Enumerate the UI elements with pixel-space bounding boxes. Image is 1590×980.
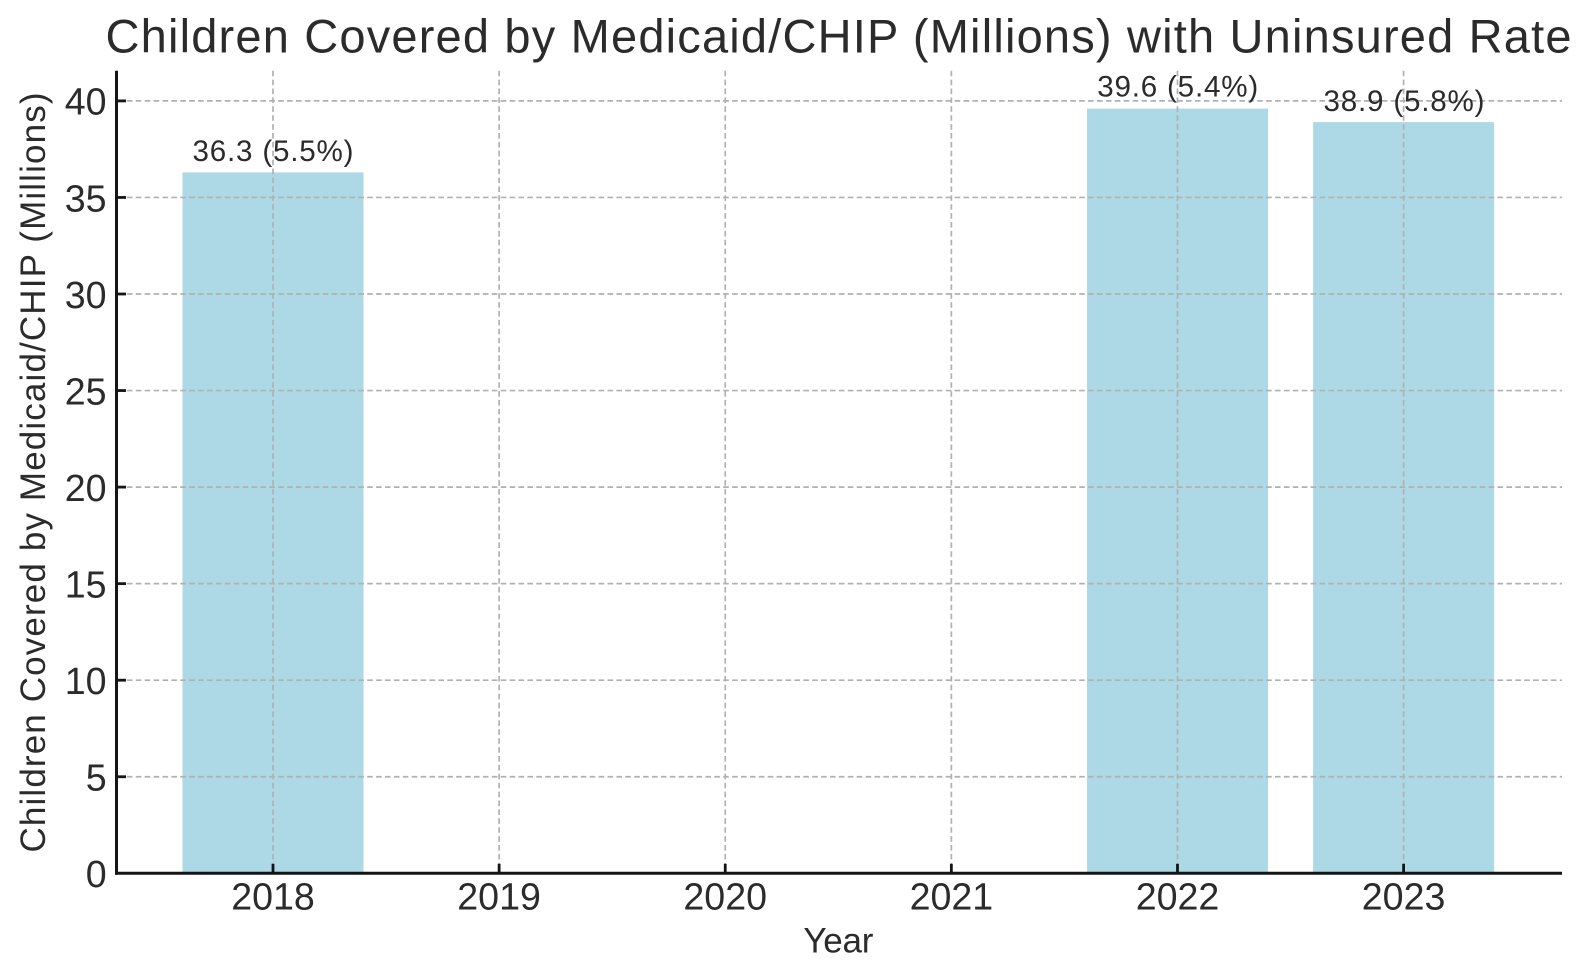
svg-text:15: 15: [65, 564, 107, 606]
svg-text:38.9 (5.8%): 38.9 (5.8%): [1324, 85, 1485, 118]
svg-text:40: 40: [65, 81, 107, 123]
svg-text:2022: 2022: [1136, 875, 1220, 917]
svg-text:36.3 (5.5%): 36.3 (5.5%): [193, 135, 354, 168]
svg-text:2019: 2019: [457, 875, 541, 917]
svg-text:2018: 2018: [231, 875, 315, 917]
svg-text:25: 25: [65, 370, 107, 412]
svg-text:39.6 (5.4%): 39.6 (5.4%): [1097, 71, 1258, 104]
svg-text:5: 5: [86, 757, 107, 799]
svg-text:0: 0: [86, 853, 107, 895]
svg-text:Children Covered by Medicaid/C: Children Covered by Medicaid/CHIP (Milli…: [14, 93, 53, 853]
svg-text:Year: Year: [803, 921, 873, 960]
svg-text:Children Covered by Medicaid/C: Children Covered by Medicaid/CHIP (Milli…: [106, 9, 1572, 62]
svg-text:10: 10: [65, 660, 107, 702]
svg-text:2020: 2020: [683, 875, 767, 917]
svg-text:35: 35: [65, 177, 107, 219]
svg-text:2023: 2023: [1362, 875, 1446, 917]
svg-text:2021: 2021: [910, 875, 994, 917]
svg-text:20: 20: [65, 467, 107, 509]
svg-text:30: 30: [65, 274, 107, 316]
